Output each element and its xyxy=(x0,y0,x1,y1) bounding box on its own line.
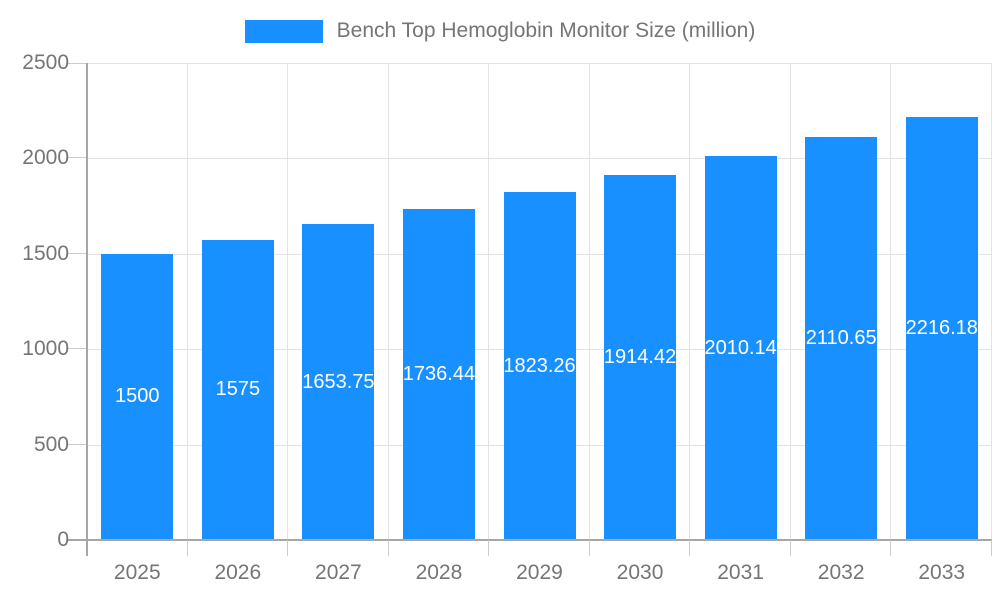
y-tick-label: 1000 xyxy=(22,337,69,361)
legend-label[interactable]: Bench Top Hemoglobin Monitor Size (milli… xyxy=(336,19,756,42)
bar-value-label: 1914.42 xyxy=(604,345,677,368)
bar: 2216.18 xyxy=(905,117,978,540)
gridline-vertical xyxy=(187,63,188,540)
x-axis-tick xyxy=(488,540,489,556)
y-axis-tick xyxy=(68,443,86,445)
legend-swatch[interactable] xyxy=(244,19,323,43)
plot-area: 1500 1575 1653.75 1736.44 1823.26 1914.42 2010… xyxy=(87,63,992,540)
bar: 1914.42 xyxy=(604,174,677,540)
x-tick-label: 2028 xyxy=(415,561,463,584)
bar: 1500 xyxy=(101,253,174,540)
bar-value-label: 2110.65 xyxy=(805,327,877,350)
bar-value-label: 1736.44 xyxy=(402,362,475,385)
x-tick-label: 2030 xyxy=(616,561,664,584)
gridline-vertical xyxy=(890,63,891,540)
x-tick-label: 2027 xyxy=(315,561,362,584)
y-tick-label: 500 xyxy=(33,432,69,456)
x-tick-label: 2033 xyxy=(918,561,966,584)
y-tick-label: 0 xyxy=(57,528,69,551)
y-axis-tick xyxy=(68,348,86,350)
x-axis-tick xyxy=(991,540,992,556)
gridline-vertical xyxy=(488,63,489,540)
x-axis-tick xyxy=(790,540,791,556)
bar-value-label: 1823.26 xyxy=(503,354,576,377)
gridline-horizontal xyxy=(87,158,992,160)
gridline-horizontal xyxy=(87,63,992,64)
bar-value-label: 1500 xyxy=(115,385,160,408)
x-tick-label: 2025 xyxy=(113,561,161,584)
y-axis-tick xyxy=(68,63,86,64)
bar-value-label: 1653.75 xyxy=(302,370,375,393)
bar-value-label: 2010.14 xyxy=(704,336,777,359)
x-axis-tick xyxy=(287,540,288,556)
bar: 1653.75 xyxy=(302,224,375,540)
x-tick-label: 2026 xyxy=(214,561,262,584)
x-axis-tick xyxy=(388,540,389,556)
x-axis-tick xyxy=(890,540,891,556)
gridline-vertical xyxy=(790,63,791,540)
bar: 2010.14 xyxy=(704,156,777,540)
gridline-vertical xyxy=(589,63,590,540)
y-axis-tick xyxy=(68,157,86,159)
y-axis-line xyxy=(86,63,88,556)
gridline-vertical xyxy=(287,63,288,540)
gridline-vertical xyxy=(388,63,389,540)
y-tick-label: 2000 xyxy=(22,146,69,170)
x-axis-tick xyxy=(589,540,590,556)
x-axis-line xyxy=(68,539,992,541)
bar: 1823.26 xyxy=(503,192,576,540)
y-tick-label: 2500 xyxy=(22,51,69,74)
x-tick-label: 2029 xyxy=(516,561,563,584)
x-tick-label: 2032 xyxy=(817,561,865,584)
legend[interactable]: Bench Top Hemoglobin Monitor Size (milli… xyxy=(0,19,1000,43)
x-axis-tick xyxy=(689,540,690,556)
bar-value-label: 2216.18 xyxy=(905,317,978,340)
gridline-vertical xyxy=(991,63,992,540)
x-tick-label: 2031 xyxy=(717,561,764,584)
y-axis-tick xyxy=(68,252,86,254)
bar-value-label: 1575 xyxy=(215,378,261,401)
bar: 1736.44 xyxy=(402,208,475,540)
x-axis-tick xyxy=(187,540,188,556)
bar: 1575 xyxy=(201,239,274,540)
bar: 2110.65 xyxy=(805,137,878,540)
gridline-vertical xyxy=(689,63,690,540)
y-tick-label: 1500 xyxy=(22,241,69,265)
